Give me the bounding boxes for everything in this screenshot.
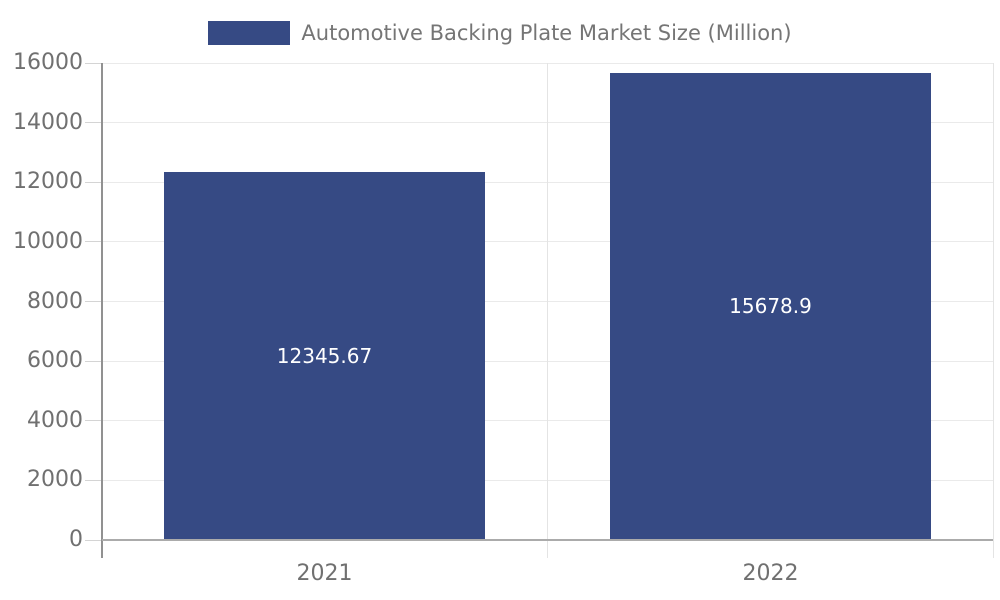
y-axis-tick <box>85 241 102 243</box>
bar-2022 <box>610 72 931 540</box>
x-tick-label: 2022 <box>742 561 799 586</box>
y-tick-label: 6000 <box>27 348 83 374</box>
category-split-line <box>547 63 548 558</box>
y-tick-label: 16000 <box>13 50 83 75</box>
y-tick-label: 14000 <box>13 109 83 135</box>
y-axis-line <box>101 63 103 558</box>
y-tick-label: 2000 <box>27 467 83 493</box>
bar-2021 <box>164 171 485 540</box>
y-axis-tick <box>85 420 102 422</box>
y-tick-label: 4000 <box>27 407 83 433</box>
category-split-line <box>992 63 994 558</box>
y-tick-label: 10000 <box>13 228 83 254</box>
y-axis-tick <box>85 539 102 541</box>
x-axis-line <box>102 539 993 541</box>
legend-label: Automotive Backing Plate Market Size (Mi… <box>301 21 792 45</box>
y-axis-tick <box>85 122 102 124</box>
y-axis-tick <box>85 181 102 183</box>
legend[interactable]: Automotive Backing Plate Market Size (Mi… <box>0 20 1000 46</box>
y-axis-tick <box>85 479 102 481</box>
y-axis-tick <box>85 301 102 302</box>
y-tick-label: 8000 <box>27 288 83 314</box>
y-axis-tick <box>85 360 102 362</box>
x-tick-label: 2021 <box>296 561 353 586</box>
y-axis-tick <box>85 62 102 64</box>
bar-value-label: 15678.9 <box>729 294 812 319</box>
bar-value-label: 12345.67 <box>276 343 373 368</box>
y-tick-label: 12000 <box>13 169 83 195</box>
legend-swatch[interactable] <box>208 21 291 45</box>
y-tick-label: 0 <box>69 527 83 552</box>
